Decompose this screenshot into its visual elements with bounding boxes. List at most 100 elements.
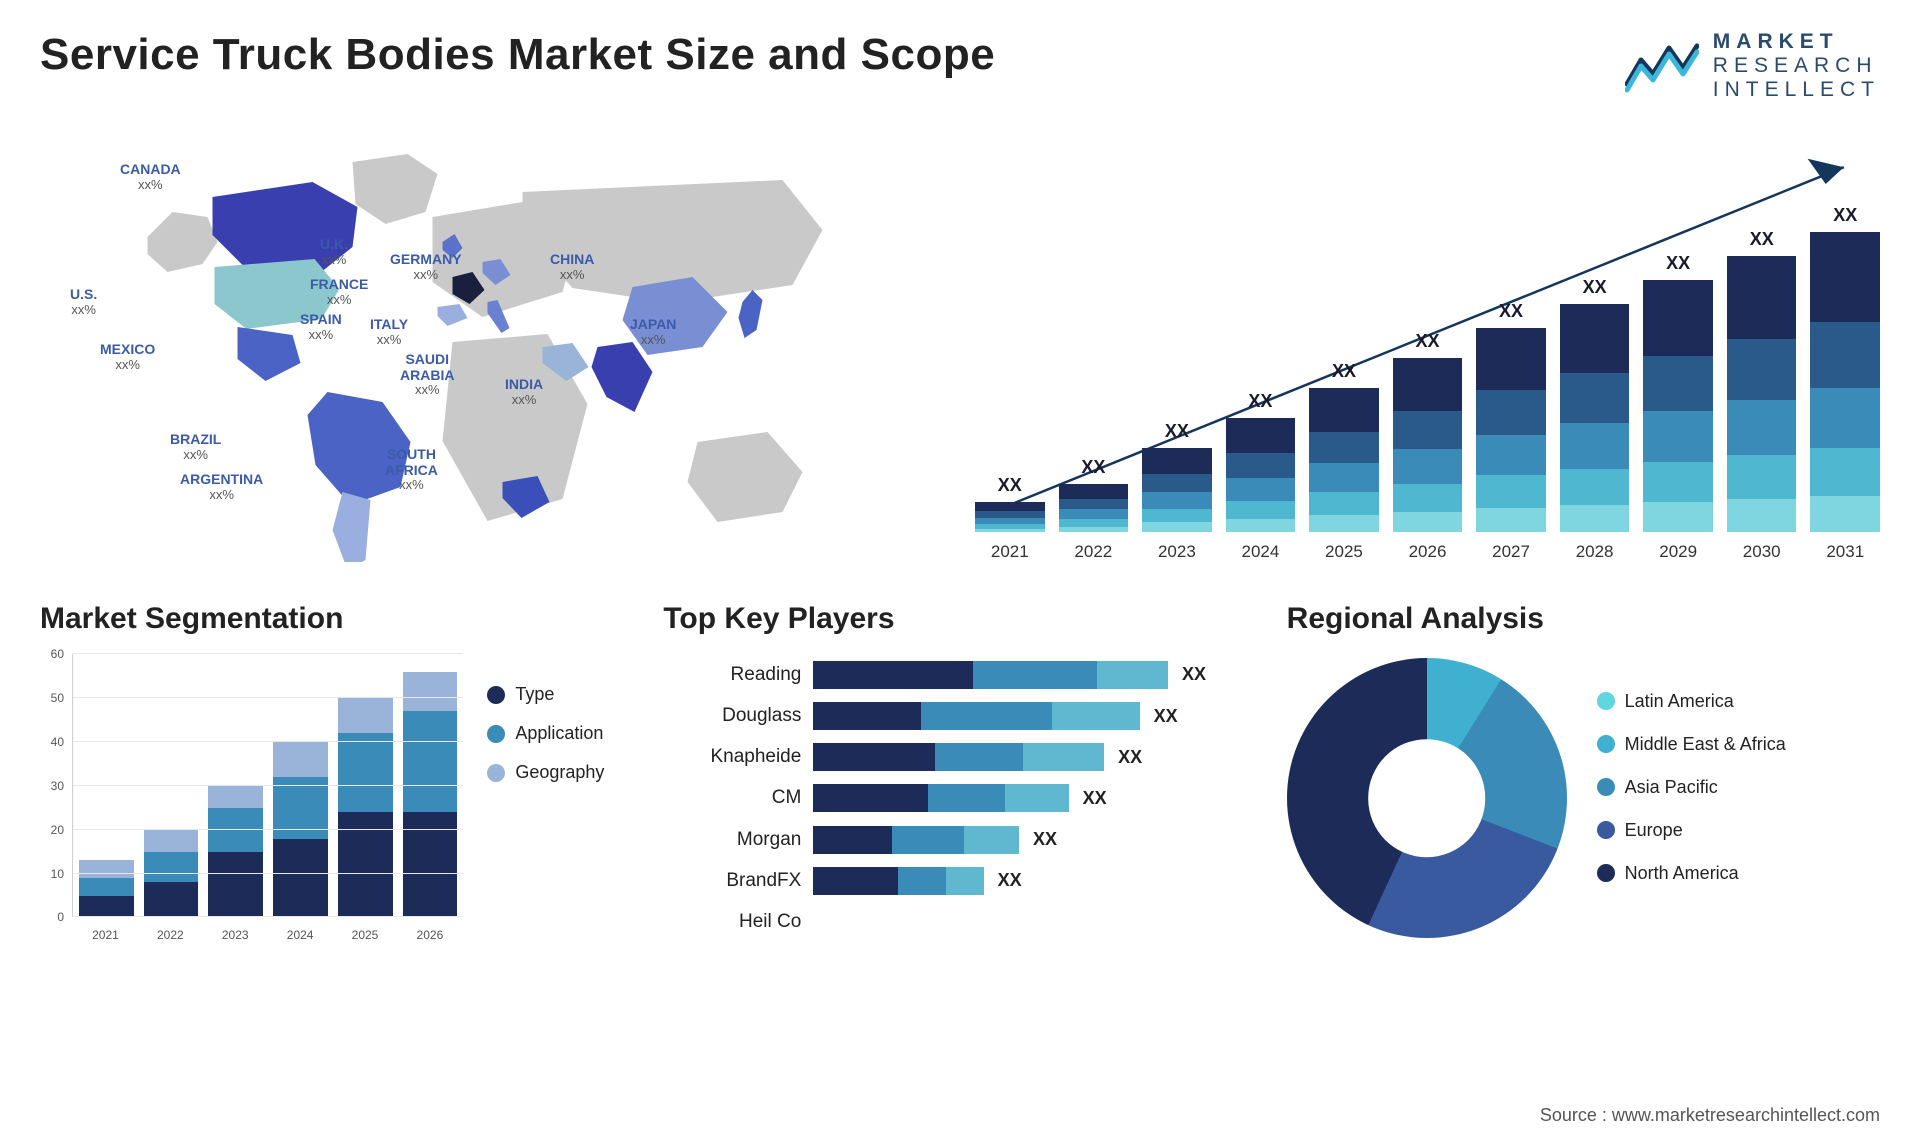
regional-donut: [1287, 658, 1567, 938]
seg-legend-label: Geography: [515, 762, 604, 783]
player-bar-segment: [921, 702, 1052, 730]
growth-bar-segment: [1727, 339, 1797, 400]
player-bar-segment: [892, 826, 964, 854]
player-label: Reading: [663, 664, 801, 686]
seg-legend-item: Application: [487, 723, 633, 744]
legend-dot-icon: [487, 725, 505, 743]
growth-bar-segment: [1309, 432, 1379, 464]
growth-bar-value: XX: [1750, 229, 1774, 250]
growth-bar-segment: [975, 502, 1045, 511]
regional-legend-item: Asia Pacific: [1597, 777, 1880, 798]
seg-ytick: 60: [51, 647, 64, 661]
map-label: MEXICOxx%: [100, 342, 155, 372]
growth-bar-segment: [1476, 390, 1546, 435]
map-region-argentina: [333, 492, 371, 562]
seg-bar: [144, 830, 199, 918]
growth-bar-segment: [1059, 519, 1129, 527]
growth-bar-value: XX: [998, 475, 1022, 496]
player-bar-segment: [1052, 702, 1140, 730]
player-bar-segment: [973, 661, 1097, 689]
growth-xaxis-label: 2029: [1643, 542, 1713, 562]
growth-bar: XX: [1727, 229, 1797, 532]
growth-bar: XX: [1059, 457, 1129, 532]
segmentation-legend: TypeApplicationGeography: [463, 654, 633, 942]
growth-bar-segment: [1727, 499, 1797, 532]
map-label: BRAZILxx%: [170, 432, 221, 462]
player-bar: [813, 661, 1168, 689]
player-bar-segment: [813, 826, 891, 854]
growth-bar-segment: [1643, 462, 1713, 502]
player-bar-value: XX: [1033, 829, 1057, 850]
player-bar-segment: [935, 743, 1022, 771]
growth-bar-value: XX: [1583, 277, 1607, 298]
growth-bar-segment: [1142, 448, 1212, 473]
player-bar-value: XX: [1154, 706, 1178, 727]
growth-bar-segment: [1810, 496, 1880, 532]
growth-bar-value: XX: [1666, 253, 1690, 274]
map-label: U.S.xx%: [70, 287, 97, 317]
seg-bar-segment: [338, 733, 393, 812]
seg-bar-segment: [79, 860, 134, 878]
map-label: U.K.xx%: [320, 237, 348, 267]
map-region-greenland: [353, 154, 438, 224]
map-label: SAUDIARABIAxx%: [400, 352, 454, 397]
seg-bar-segment: [403, 672, 458, 711]
map-region-spain: [438, 304, 468, 326]
seg-gridline: [73, 829, 463, 830]
regional-legend-label: Asia Pacific: [1625, 777, 1718, 798]
player-bar-segment: [813, 661, 973, 689]
seg-bar: [338, 698, 393, 917]
map-label: CANADAxx%: [120, 162, 181, 192]
seg-gridline: [73, 653, 463, 654]
player-bar: [813, 826, 1019, 854]
players-title: Top Key Players: [663, 602, 1256, 636]
growth-bar-value: XX: [1416, 331, 1440, 352]
player-bar-segment: [928, 784, 1005, 812]
growth-bar-segment: [1643, 411, 1713, 461]
player-bar-segment: [813, 784, 928, 812]
seg-legend-item: Geography: [487, 762, 633, 783]
map-label: SOUTHAFRICAxx%: [385, 447, 438, 492]
legend-dot-icon: [1597, 821, 1615, 839]
player-bar-segment: [1097, 661, 1168, 689]
growth-bar-segment: [1393, 411, 1463, 449]
player-bar-value: XX: [1118, 747, 1142, 768]
growth-xaxis-label: 2030: [1727, 542, 1797, 562]
player-bar-row: XX: [813, 661, 1256, 689]
growth-bar: XX: [975, 475, 1045, 532]
growth-bar-segment: [1810, 232, 1880, 322]
growth-bar-segment: [1393, 512, 1463, 533]
map-label: GERMANYxx%: [390, 252, 462, 282]
legend-dot-icon: [1597, 735, 1615, 753]
player-label: Morgan: [663, 829, 801, 851]
player-bar-segment: [813, 702, 921, 730]
growth-bar: XX: [1810, 205, 1880, 532]
map-region-india: [592, 342, 653, 412]
source-text: Source : www.marketresearchintellect.com: [1540, 1105, 1880, 1126]
player-bar-value: XX: [998, 870, 1022, 891]
growth-xaxis-label: 2027: [1476, 542, 1546, 562]
player-bar-segment: [813, 743, 935, 771]
legend-dot-icon: [1597, 778, 1615, 796]
player-label: CM: [663, 787, 801, 809]
growth-bar-segment: [1309, 492, 1379, 515]
growth-bar: XX: [1560, 277, 1630, 532]
growth-bar-segment: [1643, 502, 1713, 532]
regional-legend-label: North America: [1625, 863, 1739, 884]
seg-gridline: [73, 916, 463, 917]
growth-xaxis-label: 2022: [1059, 542, 1129, 562]
growth-xaxis-label: 2026: [1393, 542, 1463, 562]
player-bar-segment: [964, 826, 1020, 854]
segmentation-chart: 0102030405060 202120222023202420252026: [40, 654, 463, 942]
growth-bar-segment: [1810, 322, 1880, 388]
growth-bar-segment: [1393, 449, 1463, 484]
growth-bar-segment: [1810, 448, 1880, 496]
seg-bar-segment: [144, 882, 199, 917]
regional-title: Regional Analysis: [1287, 602, 1880, 636]
segmentation-panel: Market Segmentation 0102030405060 202120…: [40, 602, 633, 942]
seg-ytick: 20: [51, 823, 64, 837]
seg-bar-segment: [79, 896, 134, 918]
regional-panel: Regional Analysis Latin AmericaMiddle Ea…: [1287, 602, 1880, 942]
seg-bar: [79, 860, 134, 917]
player-label: Heil Co: [663, 911, 801, 933]
